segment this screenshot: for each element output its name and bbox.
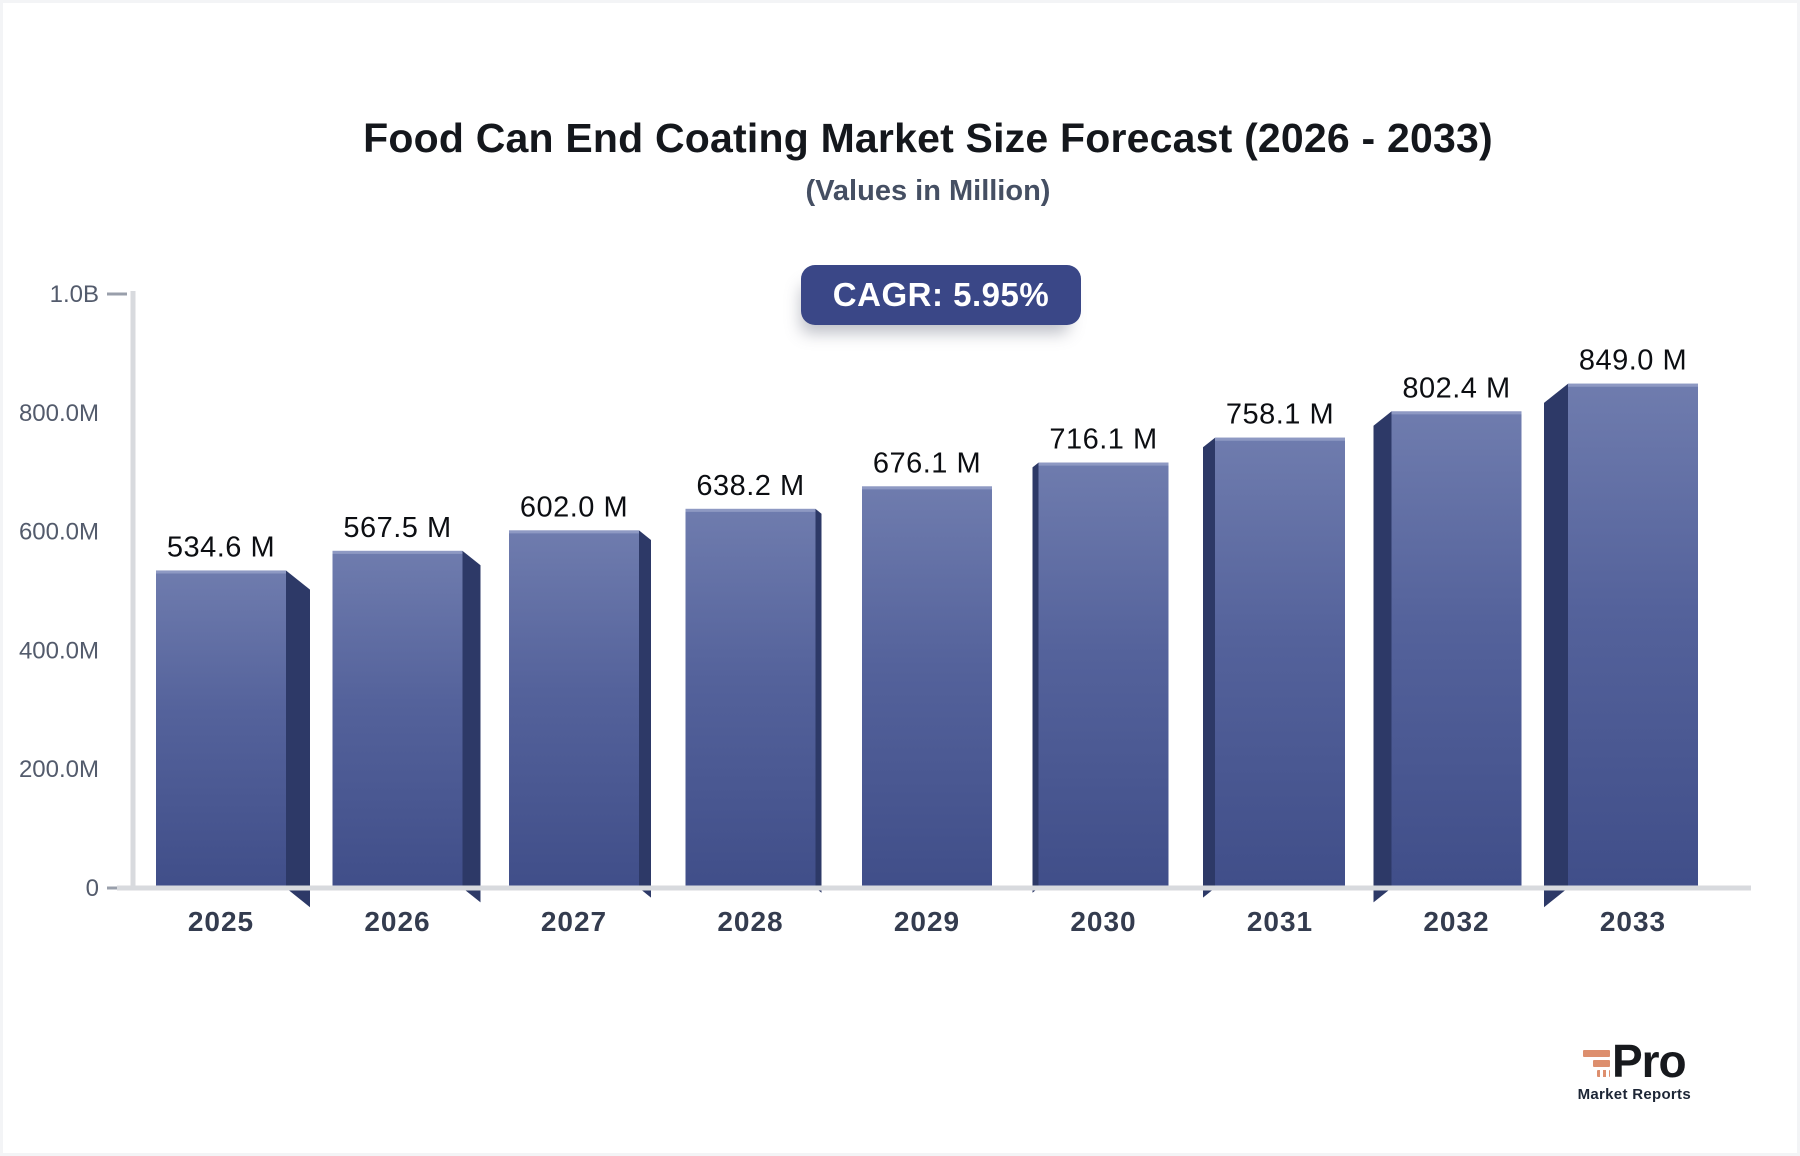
x-tick-label: 2033	[1600, 906, 1666, 937]
x-tick-label: 2030	[1070, 906, 1136, 937]
bar-2026	[332, 550, 481, 903]
bar-2029	[862, 486, 992, 888]
bar-side-face	[1203, 437, 1215, 898]
bar-2027	[509, 530, 651, 898]
bar-value-label: 758.1 M	[1226, 399, 1334, 431]
x-tick-label: 2025	[188, 906, 254, 937]
bar-2028	[685, 508, 822, 893]
bar-side-face	[286, 570, 310, 908]
bar-value-label: 676.1 M	[873, 447, 981, 479]
bar-value-label: 602.0 M	[520, 491, 628, 523]
bar-value-label: 849.0 M	[1579, 345, 1687, 377]
bar-2030	[1032, 462, 1169, 893]
bar-front-face	[862, 486, 992, 888]
bar-side-face	[815, 508, 822, 893]
brand-logo: Pro Market Reports	[1578, 1038, 1691, 1103]
logo-text: Pro	[1611, 1035, 1687, 1087]
bar-front-face	[1215, 437, 1345, 888]
y-tick-label: 200.0M	[19, 756, 99, 783]
x-tick-label: 2027	[541, 906, 607, 937]
bar-front-face	[1391, 411, 1522, 888]
bar-2025	[156, 570, 310, 908]
page-title: Food Can End Coating Market Size Forecas…	[363, 115, 1493, 161]
bar-front-face	[1038, 462, 1169, 888]
bar-value-label: 716.1 M	[1049, 424, 1157, 456]
logo-stripes-icon	[1582, 1050, 1610, 1080]
y-tick-label: 0	[86, 875, 99, 902]
x-tick-label: 2028	[717, 906, 783, 937]
logo-subtext: Market Reports	[1577, 1086, 1691, 1103]
y-tick-label: 800.0M	[19, 400, 99, 427]
bar-2031	[1203, 437, 1345, 898]
y-tick-label: 1.0B	[50, 281, 99, 308]
y-tick-label: 600.0M	[19, 519, 99, 546]
bar-side-face	[462, 550, 481, 903]
bar-value-label: 638.2 M	[696, 470, 804, 502]
bar-side-face	[639, 530, 651, 898]
bar-side-face	[1544, 383, 1568, 908]
y-tick-label: 400.0M	[19, 637, 99, 664]
bar-front-face	[685, 508, 816, 888]
bar-side-face	[1032, 462, 1039, 893]
page-subtitle: (Values in Million)	[805, 175, 1051, 207]
bar-value-label: 567.5 M	[343, 512, 451, 544]
bar-2032	[1373, 411, 1522, 903]
bar-front-face	[509, 530, 639, 888]
x-tick-label: 2031	[1247, 906, 1313, 937]
logo-row: Pro	[1582, 1035, 1687, 1087]
bar-front-face	[332, 550, 463, 888]
x-tick-label: 2026	[364, 906, 430, 937]
bar-value-label: 802.4 M	[1402, 372, 1510, 404]
bar-side-face	[1373, 411, 1392, 903]
bar-front-face	[1568, 383, 1698, 888]
x-tick-label: 2029	[894, 906, 960, 937]
cagr-badge: CAGR: 5.95%	[801, 265, 1081, 325]
x-tick-label: 2032	[1423, 906, 1489, 937]
bar-2033	[1544, 383, 1698, 908]
bar-front-face	[156, 570, 286, 888]
bar-chart: 1.0B 800.0M 600.0M 400.0M 200.0M 0 534.6 M 2025…	[19, 281, 1751, 937]
bar-value-label: 534.6 M	[167, 531, 275, 563]
